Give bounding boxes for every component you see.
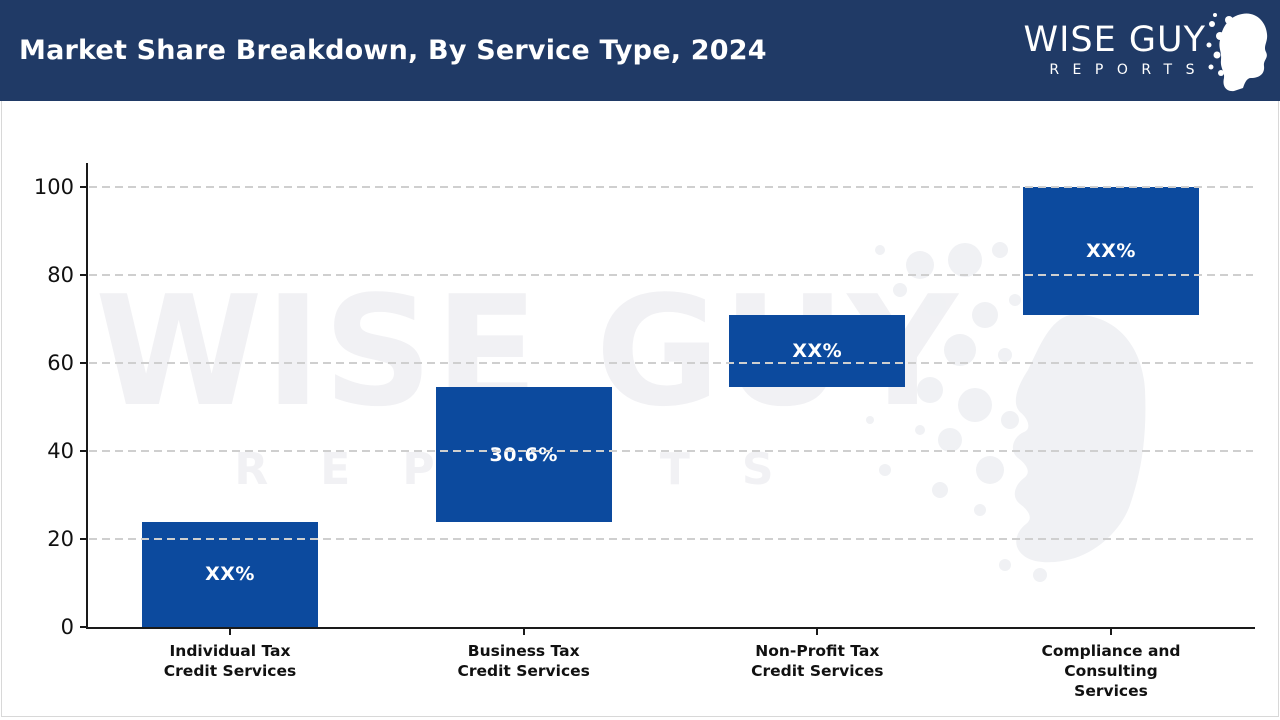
y-axis-line bbox=[86, 163, 88, 629]
gridline-y-60 bbox=[89, 362, 1253, 364]
y-tick-mark bbox=[80, 538, 86, 540]
bar-value-label: XX% bbox=[792, 340, 843, 363]
wise-guy-reports-logo: WISE GUY REPORTS bbox=[990, 0, 1280, 101]
x-category-label: Business Tax Credit Services bbox=[457, 642, 590, 680]
x-category-label: Non-Profit Tax Credit Services bbox=[751, 642, 884, 680]
gridline-y-40 bbox=[89, 450, 1253, 452]
gridline-y-80 bbox=[89, 274, 1253, 276]
header-bar: Market Share Breakdown, By Service Type,… bbox=[0, 0, 1280, 101]
bar-value-label: XX% bbox=[205, 563, 255, 586]
bar-segment: 30.6% bbox=[435, 387, 612, 522]
bar-value-label: 30.6% bbox=[489, 443, 558, 466]
x-tick-mark bbox=[1110, 629, 1112, 635]
y-tick-label: 20 bbox=[47, 527, 74, 551]
y-tick-mark bbox=[80, 362, 86, 364]
x-tick-mark bbox=[816, 629, 819, 635]
y-tick-mark bbox=[80, 274, 86, 276]
y-tick-mark bbox=[80, 626, 86, 628]
y-tick-label: 80 bbox=[47, 263, 74, 287]
y-tick-mark bbox=[80, 450, 86, 452]
bar-value-label: XX% bbox=[1086, 240, 1136, 263]
gridline-y-20 bbox=[89, 538, 1253, 540]
x-category-label: Individual Tax Credit Services bbox=[163, 642, 297, 680]
bar-segment: XX% bbox=[1023, 187, 1199, 316]
x-tick-mark bbox=[229, 629, 231, 635]
logo-head-icon bbox=[1206, 13, 1268, 92]
x-axis-line bbox=[86, 627, 1255, 629]
bar-segment: XX% bbox=[729, 315, 906, 388]
gridline-y-100 bbox=[89, 186, 1253, 188]
y-tick-label: 0 bbox=[60, 615, 74, 639]
y-tick-mark bbox=[80, 186, 86, 188]
logo-wordmark: WISE GUY bbox=[1023, 20, 1206, 60]
page-title: Market Share Breakdown, By Service Type,… bbox=[19, 35, 767, 66]
logo-subtitle: REPORTS bbox=[1049, 62, 1208, 78]
x-category-label: Compliance and Consulting Services bbox=[1041, 642, 1181, 700]
y-tick-label: 100 bbox=[33, 175, 74, 199]
y-tick-label: 60 bbox=[47, 351, 74, 375]
y-tick-label: 40 bbox=[47, 439, 74, 463]
x-tick-mark bbox=[522, 629, 525, 635]
